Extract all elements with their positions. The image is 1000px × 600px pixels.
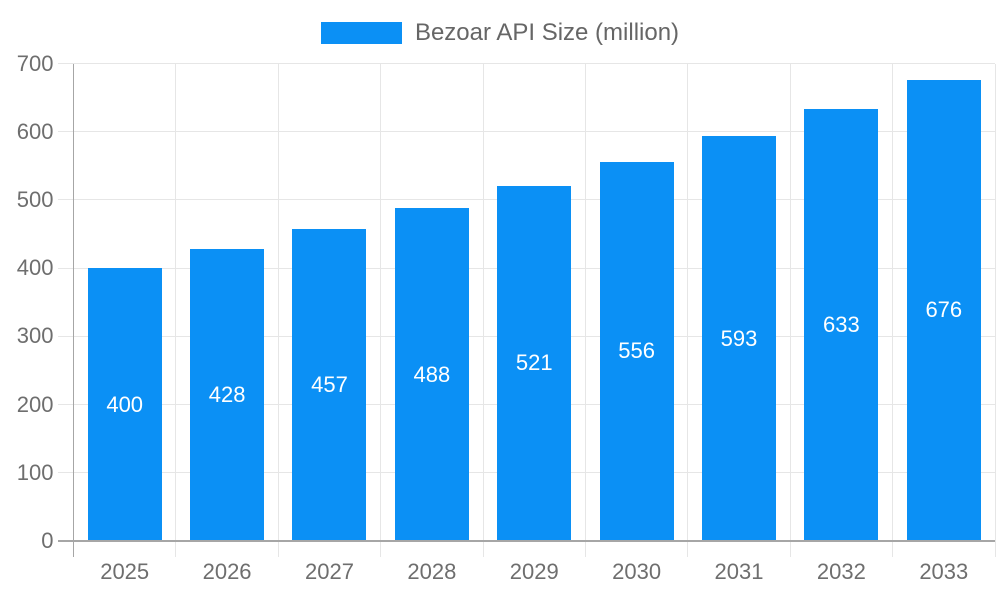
bar-2027[interactable] <box>292 229 367 541</box>
bar-value-label: 633 <box>823 312 860 338</box>
x-axis-tick-label: 2026 <box>202 559 252 584</box>
bar-2025[interactable] <box>87 268 162 541</box>
x-gridline <box>687 63 689 557</box>
x-gridline <box>175 63 177 557</box>
x-gridline <box>584 63 586 557</box>
bar-value-label: 428 <box>208 382 246 408</box>
bar-value-label: 488 <box>413 361 451 387</box>
bar-2033[interactable] <box>906 79 981 541</box>
x-gridline <box>789 63 791 557</box>
y-axis-tick-label: 500 <box>16 186 54 212</box>
y-axis-tick-label: 300 <box>16 323 54 349</box>
bar-2028[interactable] <box>394 208 469 541</box>
x-gridline <box>892 63 894 557</box>
x-gridline <box>380 63 382 557</box>
bar-2026[interactable] <box>190 249 265 541</box>
bar-value-label: 556 <box>618 338 655 364</box>
y-axis-tick-label: 0 <box>41 528 54 553</box>
x-axis-tick-label: 2025 <box>100 559 150 584</box>
bar-2030[interactable] <box>599 161 674 541</box>
bar-value-label: 676 <box>925 297 963 323</box>
x-axis-tick-label: 2028 <box>407 559 457 584</box>
x-axis-tick-label: 2029 <box>509 559 559 584</box>
y-gridline <box>57 131 995 133</box>
x-gridline <box>277 63 279 557</box>
y-axis-tick-label: 100 <box>16 459 54 485</box>
bar-value-label: 593 <box>720 325 758 351</box>
y-axis-tick-label: 700 <box>16 50 54 76</box>
x-axis-tick-label: 2031 <box>714 559 764 584</box>
legend-swatch <box>320 22 402 44</box>
y-axis-tick-label: 200 <box>16 391 54 417</box>
x-axis-tick-label: 2033 <box>919 559 969 584</box>
x-axis-line <box>57 540 995 542</box>
bar-value-label: 521 <box>515 350 553 376</box>
bar-value-label: 457 <box>311 372 348 398</box>
bar-value-label: 400 <box>106 391 144 417</box>
x-gridline <box>482 63 484 557</box>
y-gridline <box>57 63 995 64</box>
y-axis-tick-label: 400 <box>16 255 54 281</box>
bar-2031[interactable] <box>702 136 777 541</box>
bar-2032[interactable] <box>804 109 879 541</box>
y-axis-tick-label: 600 <box>16 118 54 144</box>
legend-label: Bezoar API Size (million) <box>414 19 680 46</box>
y-axis-line <box>72 63 75 557</box>
legend[interactable]: Bezoar API Size (million) <box>0 17 1000 49</box>
x-axis-tick-label: 2030 <box>612 559 662 584</box>
x-gridline <box>994 63 996 557</box>
x-axis-tick-label: 2032 <box>816 559 866 584</box>
x-axis-tick-label: 2027 <box>304 559 354 584</box>
bar-2029[interactable] <box>497 185 572 541</box>
